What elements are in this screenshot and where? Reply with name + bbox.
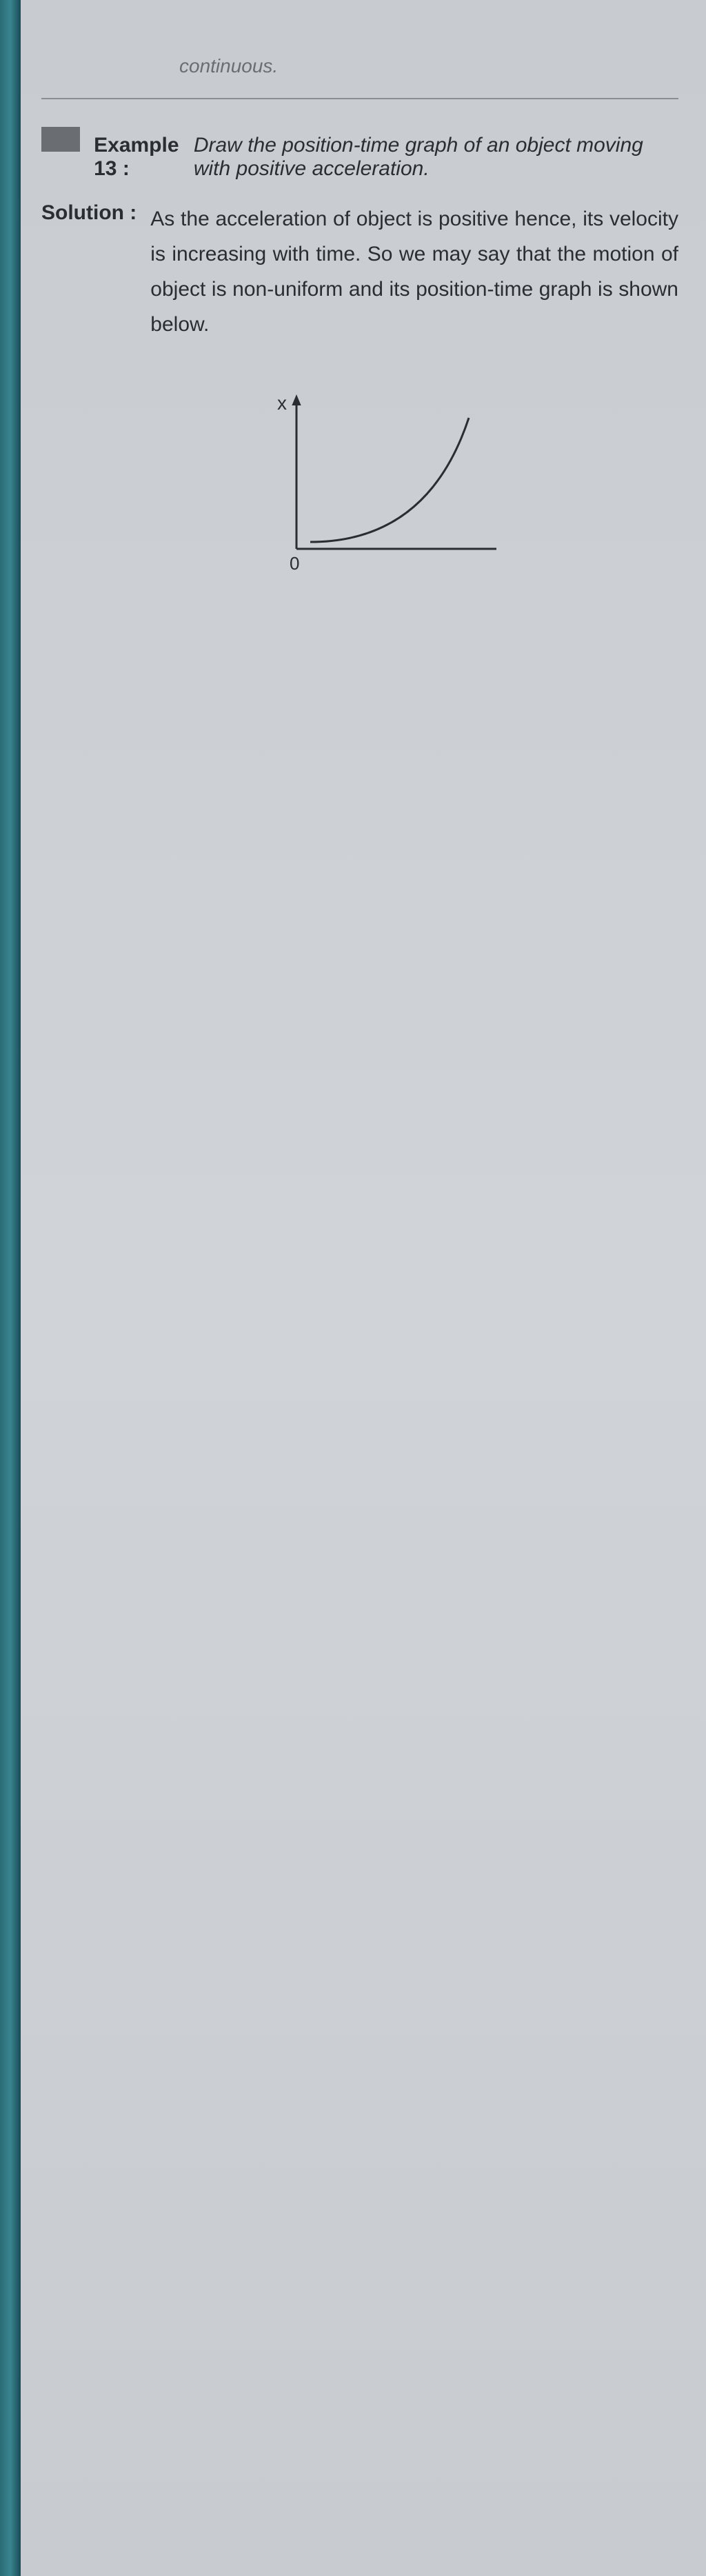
solution-text: As the acceleration of object is positiv… <box>150 201 678 342</box>
horizontal-rule <box>41 98 678 99</box>
graph-container: x0 <box>262 383 678 580</box>
example-label: Example 13 : <box>94 134 183 181</box>
example-prompt: Draw the position-time graph of an objec… <box>194 134 678 181</box>
example-row: Example 13 : Draw the position-time grap… <box>41 127 678 181</box>
example-indicator-bar <box>41 127 80 152</box>
page-container: continuous. Example 13 : Draw the positi… <box>0 0 706 2576</box>
header-partial-word: continuous. <box>179 55 678 77</box>
origin-label: 0 <box>290 553 299 574</box>
solution-label: Solution : <box>41 201 137 225</box>
position-time-graph: x0 <box>262 383 510 576</box>
book-edge <box>0 0 21 2576</box>
y-axis-label: x <box>277 392 287 414</box>
solution-row: Solution : As the acceleration of object… <box>41 201 678 342</box>
